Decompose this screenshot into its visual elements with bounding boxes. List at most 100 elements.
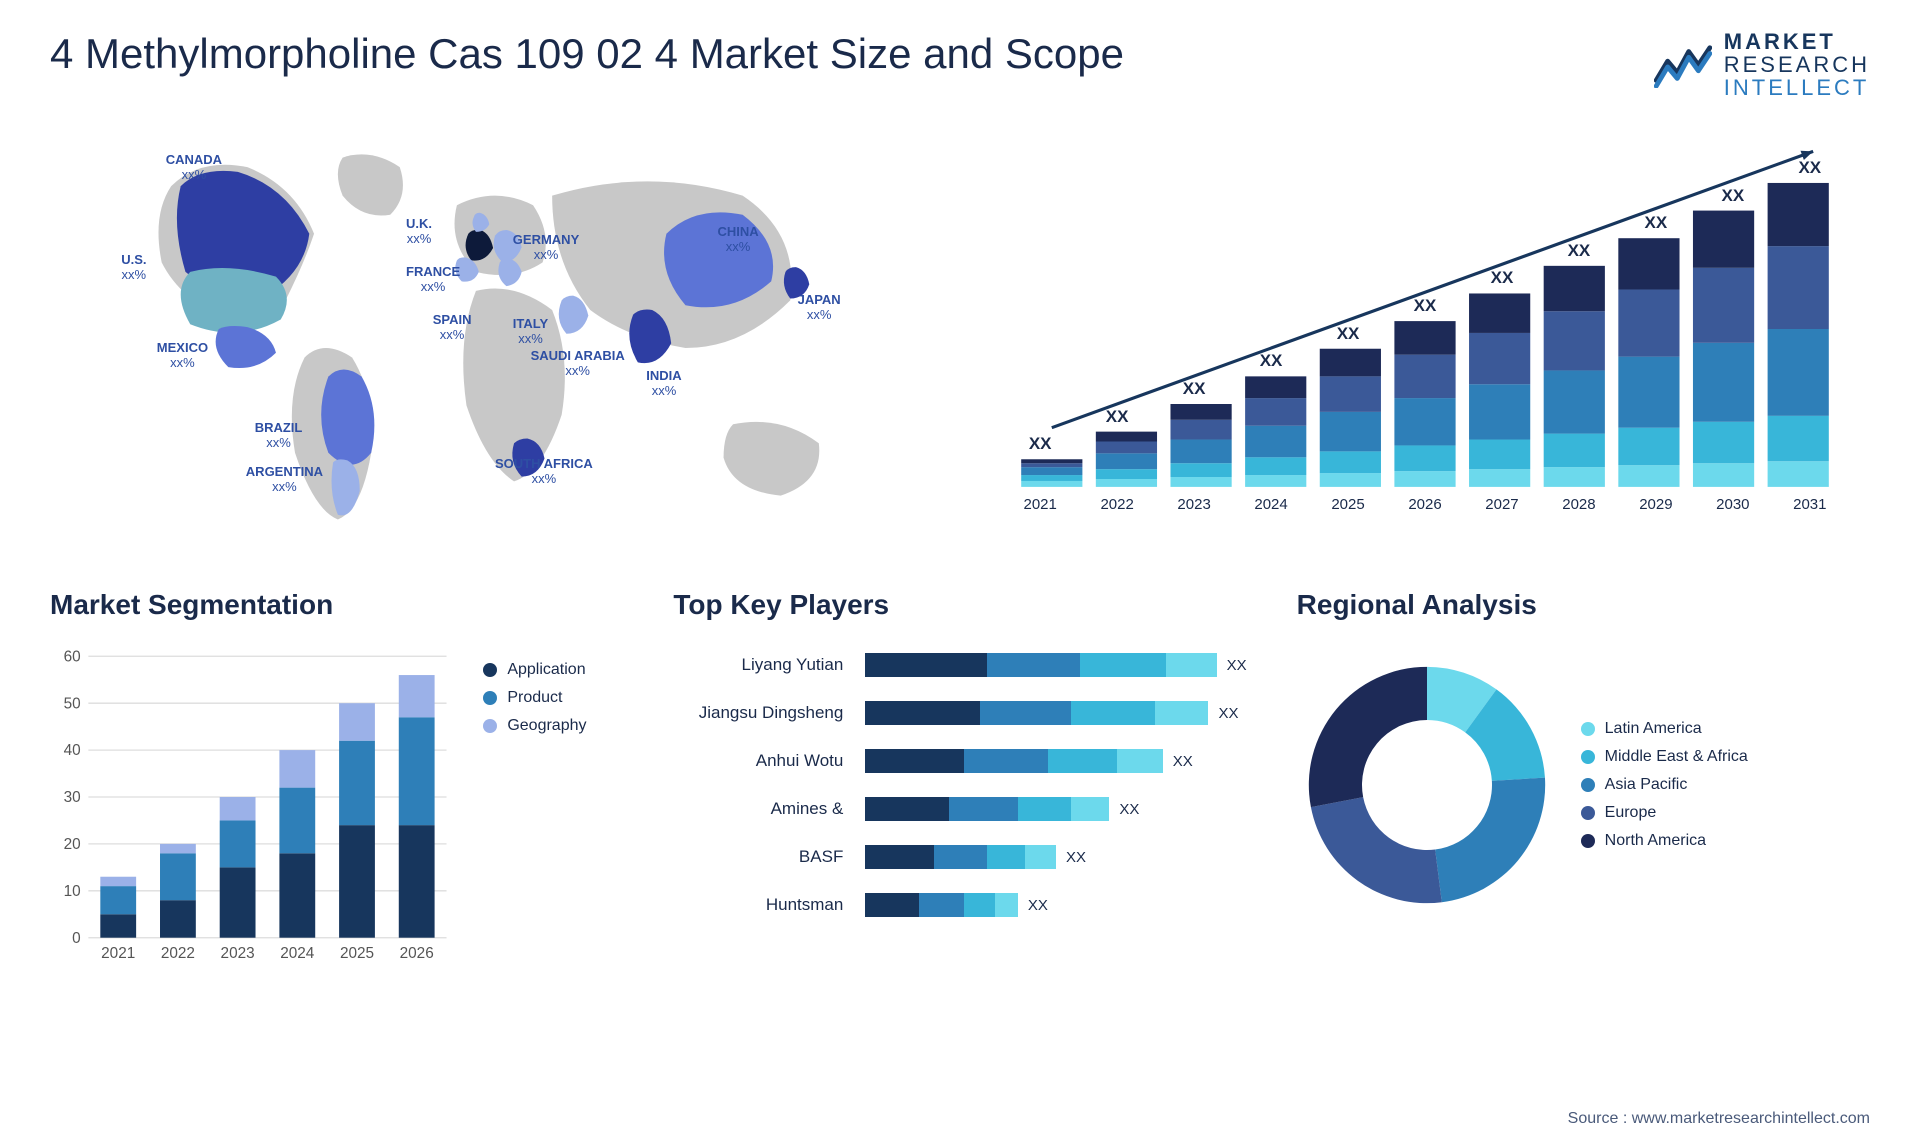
growth-year-label: 2022: [1100, 496, 1133, 513]
legend-dot-icon: [483, 691, 497, 705]
key-player-label: Huntsman: [673, 895, 853, 915]
growth-year-label: 2027: [1485, 496, 1518, 513]
growth-value-label: XX: [1568, 241, 1591, 261]
key-player-bar: [865, 749, 1162, 773]
svg-text:10: 10: [64, 883, 81, 900]
key-player-bar-segment: [1071, 797, 1109, 821]
key-players-title: Top Key Players: [673, 589, 1246, 621]
key-player-bar: [865, 797, 1109, 821]
legend-label: Product: [507, 689, 562, 707]
source-line: Source : www.marketresearchintellect.com: [1568, 1110, 1870, 1128]
key-player-label: Amines &: [673, 799, 853, 819]
key-player-label: Liyang Yutian: [673, 655, 853, 675]
key-player-bar-segment: [1071, 701, 1155, 725]
map-label: SOUTH AFRICAxx%: [495, 457, 593, 487]
map-label: U.S.xx%: [121, 253, 146, 283]
key-player-bar-segment: [980, 701, 1072, 725]
key-player-bar-segment: [1117, 749, 1163, 773]
key-player-bar-segment: [865, 749, 964, 773]
map-label: SPAINxx%: [433, 313, 472, 343]
svg-text:30: 30: [64, 789, 81, 806]
map-label: U.K.xx%: [406, 217, 432, 247]
legend-dot-icon: [483, 663, 497, 677]
legend-dot-icon: [1581, 806, 1595, 820]
legend-label: Application: [507, 661, 585, 679]
map-label: INDIAxx%: [646, 369, 681, 399]
legend-label: North America: [1605, 832, 1706, 850]
map-label: CANADAxx%: [166, 153, 222, 183]
growth-value-label: XX: [1414, 296, 1437, 316]
key-player-bar: [865, 701, 1208, 725]
growth-year-label: 2025: [1331, 496, 1364, 513]
header: 4 Methylmorpholine Cas 109 02 4 Market S…: [50, 30, 1870, 99]
legend-item: Latin America: [1581, 720, 1870, 738]
legend-label: Geography: [507, 717, 586, 735]
growth-year-label: 2029: [1639, 496, 1672, 513]
map-label: MEXICOxx%: [157, 341, 208, 371]
legend-dot-icon: [1581, 778, 1595, 792]
growth-value-label: XX: [1491, 268, 1514, 288]
legend-label: Latin America: [1605, 720, 1702, 738]
key-player-value: XX: [1173, 753, 1193, 770]
svg-text:20: 20: [64, 836, 81, 853]
key-player-value: XX: [1219, 705, 1239, 722]
key-player-row: XX: [865, 893, 1246, 917]
logo-icon: [1654, 42, 1712, 88]
map-label: JAPANxx%: [798, 293, 841, 323]
growth-year-label: 2021: [1024, 496, 1057, 513]
key-player-bar-segment: [865, 797, 949, 821]
legend-dot-icon: [1581, 834, 1595, 848]
regional-title: Regional Analysis: [1297, 589, 1870, 621]
key-player-bar-segment: [1025, 845, 1056, 869]
growth-value-label: XX: [1260, 351, 1283, 371]
key-player-bar-segment: [987, 845, 1025, 869]
growth-year-label: 2026: [1408, 496, 1441, 513]
legend-label: Asia Pacific: [1605, 776, 1688, 794]
key-player-bar: [865, 653, 1216, 677]
legend-dot-icon: [1581, 750, 1595, 764]
key-player-label: Jiangsu Dingsheng: [673, 703, 853, 723]
map-label: CHINAxx%: [718, 225, 759, 255]
key-player-bar-segment: [1166, 653, 1216, 677]
logo: MARKET RESEARCH INTELLECT: [1654, 30, 1870, 99]
growth-year-label: 2028: [1562, 496, 1595, 513]
key-player-bar-segment: [1155, 701, 1208, 725]
segmentation-title: Market Segmentation: [50, 589, 623, 621]
map-label: SAUDI ARABIAxx%: [531, 349, 625, 379]
key-player-value: XX: [1028, 897, 1048, 914]
growth-value-label: XX: [1106, 407, 1129, 427]
segmentation-chart: 0102030405060202120222023202420252026: [50, 641, 459, 979]
segmentation-legend: Application Product Geography: [483, 641, 623, 979]
key-player-value: XX: [1119, 801, 1139, 818]
key-players-labels: Liyang Yutian Jiangsu Dingsheng Anhui Wotu…: [673, 641, 853, 929]
growth-year-label: 2030: [1716, 496, 1749, 513]
logo-line1: MARKET: [1724, 30, 1870, 53]
growth-value-label: XX: [1029, 434, 1052, 454]
key-player-label: BASF: [673, 847, 853, 867]
map-label: ITALYxx%: [513, 317, 548, 347]
legend-label: Europe: [1605, 804, 1657, 822]
world-map-panel: CANADAxx%U.S.xx%MEXICOxx%BRAZILxx%ARGENT…: [50, 129, 940, 529]
key-player-bar-segment: [964, 749, 1048, 773]
map-label: FRANCExx%: [406, 265, 460, 295]
logo-text: MARKET RESEARCH INTELLECT: [1724, 30, 1870, 99]
key-player-bar-segment: [865, 701, 979, 725]
legend-item: Europe: [1581, 804, 1870, 822]
growth-year-label: 2024: [1254, 496, 1287, 513]
legend-item: Asia Pacific: [1581, 776, 1870, 794]
key-player-label: Anhui Wotu: [673, 751, 853, 771]
svg-text:2023: 2023: [221, 945, 255, 962]
key-player-bar-segment: [865, 893, 918, 917]
growth-value-label: XX: [1183, 379, 1206, 399]
key-player-bar: [865, 893, 1018, 917]
growth-year-label: 2031: [1793, 496, 1826, 513]
svg-text:2021: 2021: [101, 945, 135, 962]
key-player-bar-segment: [949, 797, 1018, 821]
svg-text:2025: 2025: [340, 945, 374, 962]
legend-item: Product: [483, 689, 623, 707]
key-player-row: XX: [865, 845, 1246, 869]
key-player-bar-segment: [865, 845, 934, 869]
svg-text:2024: 2024: [280, 945, 315, 962]
legend-item: Geography: [483, 717, 623, 735]
key-players-bars: XXXXXXXXXXXX: [865, 641, 1246, 929]
